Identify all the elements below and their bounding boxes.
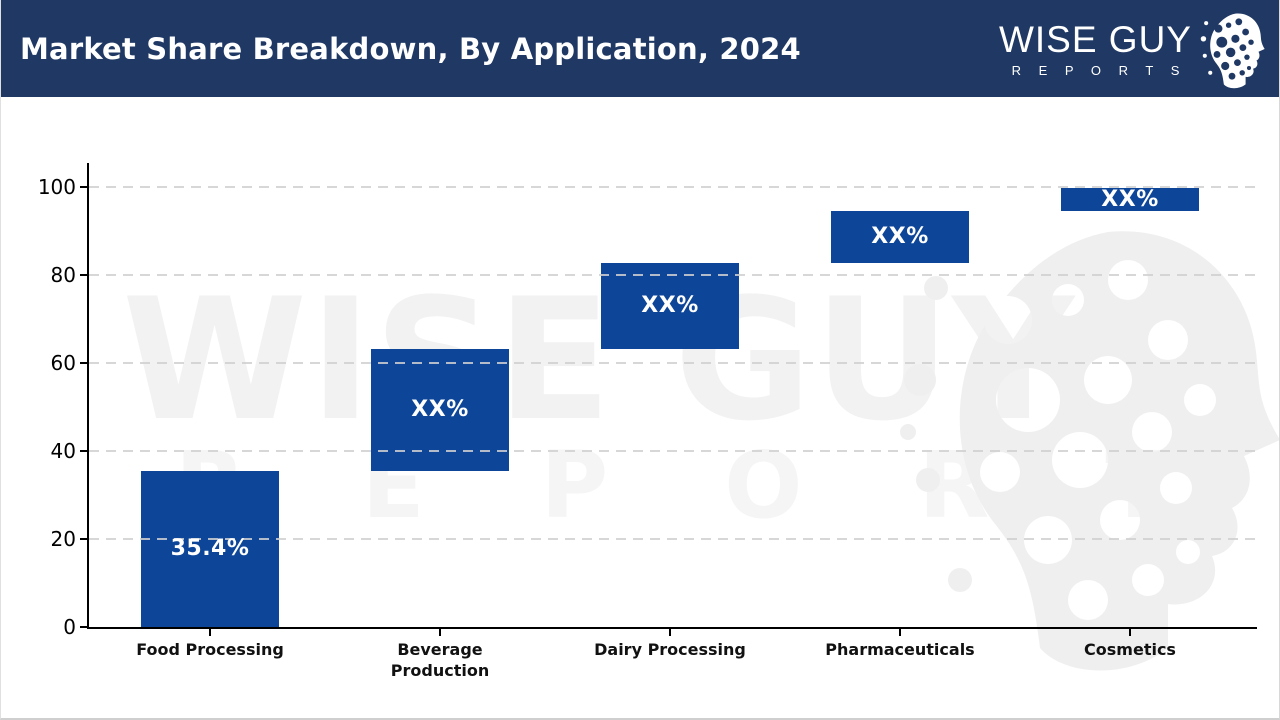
y-tick-label: 100 <box>37 175 76 199</box>
chart-title: Market Share Breakdown, By Application, … <box>20 31 801 66</box>
x-axis-label-cosmetics: Cosmetics <box>1084 640 1176 659</box>
bar-pharmaceuticals <box>831 211 969 263</box>
logo-reports-text: R E P O R T S <box>1011 62 1187 78</box>
x-axis-label-beverage-production: Beverage Production <box>390 640 490 680</box>
y-tick-label: 60 <box>50 351 76 375</box>
y-tick-label: 0 <box>63 615 76 639</box>
y-axis-line <box>87 163 89 629</box>
wise-guy-reports-logo: WISE GUY R E P O R T S <box>999 8 1266 90</box>
logo-head-icon <box>1200 13 1265 88</box>
bar-food-processing <box>141 471 279 627</box>
y-tick-mark-0 <box>80 626 87 628</box>
gridline-100 <box>89 186 1256 188</box>
x-axis-line <box>87 627 1257 629</box>
bar-value-label-food-processing: 35.4% <box>170 536 250 562</box>
x-axis-label-pharmaceuticals: Pharmaceuticals <box>825 640 975 659</box>
y-tick-mark-40 <box>80 450 87 452</box>
x-tick-mark-food-processing <box>209 629 211 636</box>
bar-dairy-processing <box>601 262 739 349</box>
x-tick-mark-pharmaceuticals <box>899 629 901 636</box>
gridline-80 <box>89 274 1256 276</box>
bar-value-label-dairy-processing: XX% <box>641 292 699 318</box>
bar-cosmetics <box>1061 187 1199 212</box>
logo-wise-guy-text: WISE GUY <box>998 18 1192 60</box>
y-tick-mark-60 <box>80 362 87 364</box>
bar-value-label-cosmetics: XX% <box>1101 186 1159 212</box>
y-tick-mark-80 <box>80 274 87 276</box>
gridline-40 <box>89 450 1256 452</box>
y-tick-mark-100 <box>80 186 87 188</box>
bar-value-label-pharmaceuticals: XX% <box>871 223 929 249</box>
bar-value-label-beverage-production: XX% <box>411 397 469 423</box>
gridline-60 <box>89 362 1256 364</box>
x-tick-mark-beverage-production <box>439 629 441 636</box>
x-tick-mark-dairy-processing <box>669 629 671 636</box>
y-tick-label: 40 <box>50 439 76 463</box>
y-tick-label: 20 <box>50 527 76 551</box>
x-tick-mark-cosmetics <box>1129 629 1131 636</box>
header-bar: Market Share Breakdown, By Application, … <box>0 0 1280 97</box>
gridline-20 <box>89 538 1256 540</box>
x-axis-label-dairy-processing: Dairy Processing <box>594 640 746 659</box>
y-tick-mark-20 <box>80 538 87 540</box>
x-axis-label-food-processing: Food Processing <box>136 640 284 659</box>
y-tick-label: 80 <box>50 263 76 287</box>
